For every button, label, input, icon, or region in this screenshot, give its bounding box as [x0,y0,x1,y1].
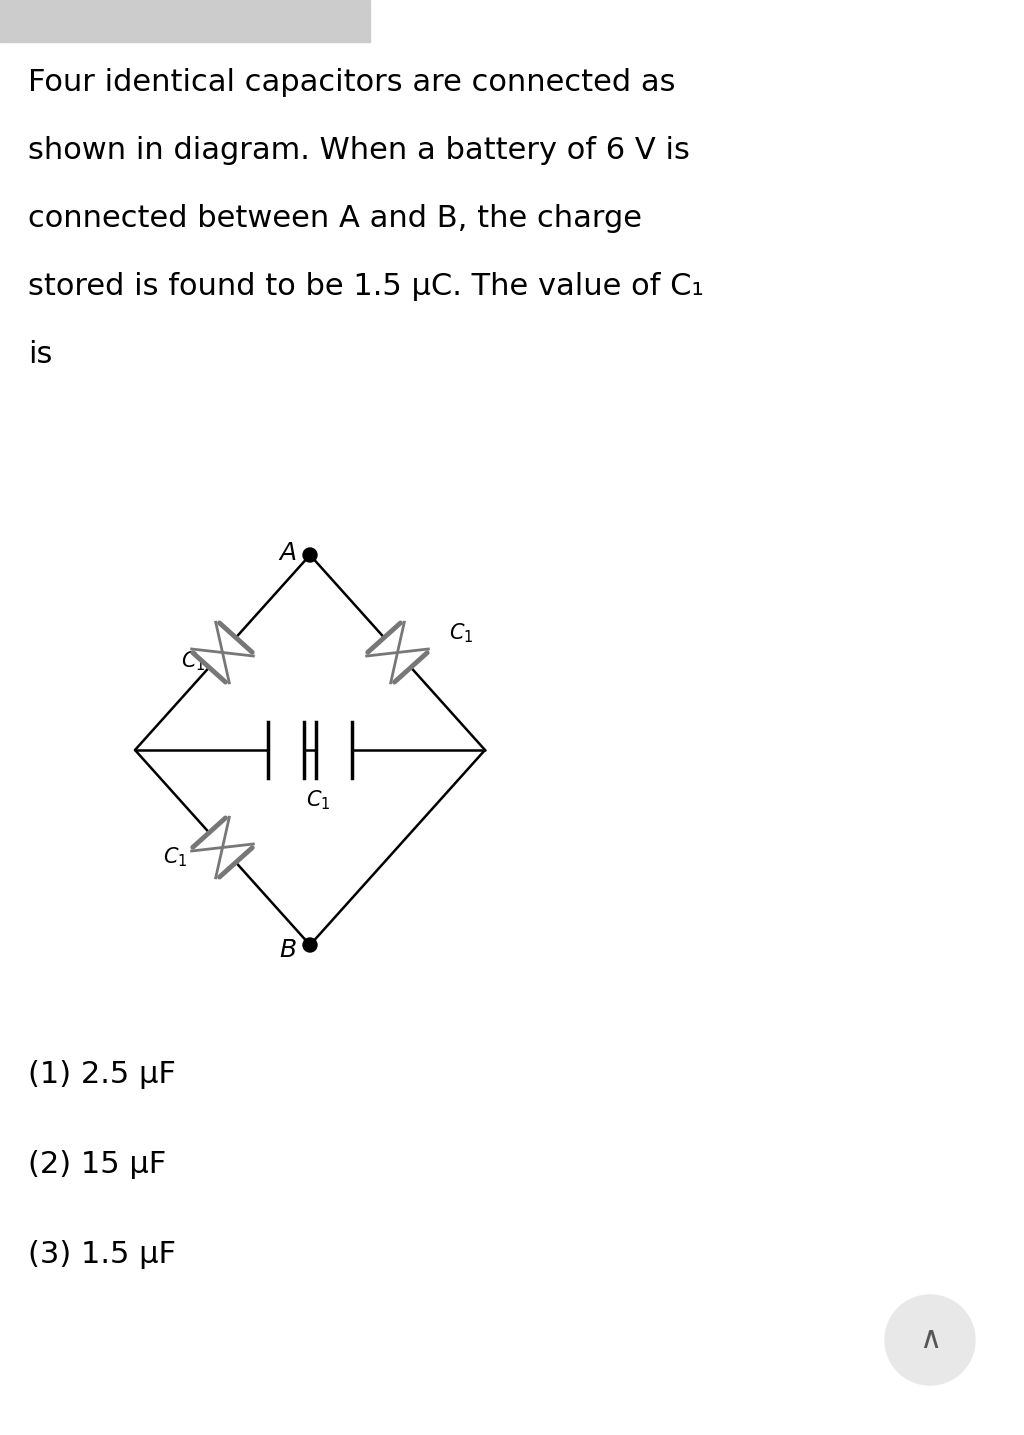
Text: A: A [279,541,296,565]
Bar [0,0,370,42]
Text: B: B [279,938,296,961]
Circle shape [885,1294,975,1385]
Text: Four identical capacitors are connected as: Four identical capacitors are connected … [28,67,676,98]
Text: ∧: ∧ [919,1326,941,1355]
Text: shown in diagram. When a battery of 6 V is: shown in diagram. When a battery of 6 V … [28,136,690,165]
Text: is: is [28,340,52,369]
Circle shape [303,548,317,563]
Circle shape [303,938,317,951]
Text: (2) 15 μF: (2) 15 μF [28,1149,166,1180]
Text: $C_1$: $C_1$ [306,788,330,812]
Text: $C_1$: $C_1$ [449,621,473,644]
Text: $C_1$: $C_1$ [163,845,187,868]
Text: $C_1$: $C_1$ [180,649,205,673]
Text: connected between A and B, the charge: connected between A and B, the charge [28,204,642,232]
Text: (1) 2.5 μF: (1) 2.5 μF [28,1060,176,1089]
Text: (3) 1.5 μF: (3) 1.5 μF [28,1240,176,1269]
Text: stored is found to be 1.5 μC. The value of C₁: stored is found to be 1.5 μC. The value … [28,273,703,301]
